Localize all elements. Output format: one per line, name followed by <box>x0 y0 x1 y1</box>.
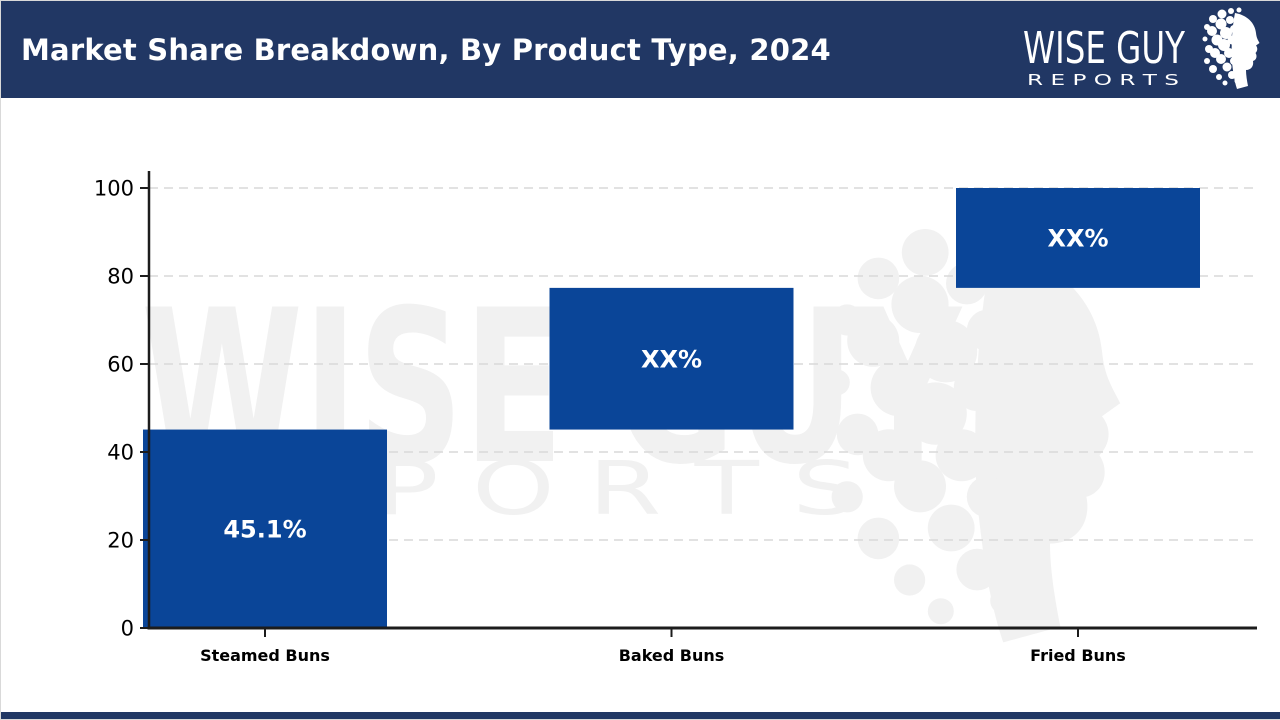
logo-head-icon <box>1202 7 1260 89</box>
logo-subtext: R E P O R T S <box>1027 71 1179 89</box>
y-tick-label-60: 60 <box>107 352 134 376</box>
bar-value-label: XX% <box>641 345 702 373</box>
x-tick-label-baked-buns: Baked Buns <box>619 646 725 665</box>
bar-fried-buns <box>956 188 1200 288</box>
header-band: Market Share Breakdown, By Product Type,… <box>1 1 1280 98</box>
y-tick-label-40: 40 <box>107 440 134 464</box>
y-tick-label-80: 80 <box>107 264 134 288</box>
chart-area: WISE GUY R E P O R T S 45.1%XX% <box>1 98 1280 714</box>
y-tick-label-100: 100 <box>94 176 134 200</box>
y-tick-label-20: 20 <box>107 528 134 552</box>
bar-value-label: 45.1% <box>223 515 306 543</box>
wise-guy-reports-logo: WISE GUY R E P O R T S <box>1023 7 1260 89</box>
y-tick-label-0: 0 <box>121 616 134 640</box>
bar-steamed-buns <box>143 429 387 628</box>
logo-wordmark: WISE GUY <box>1023 23 1185 74</box>
bar-value-label: XX% <box>1047 225 1108 253</box>
bar-baked-buns <box>549 287 794 430</box>
x-tick-label-fried-buns: Fried Buns <box>1030 646 1126 665</box>
waterfall-chart-plot: 45.1% XX% XX% 0 20 40 60 80 100 Steamed Buns Baked… <box>94 171 1257 665</box>
footer-band <box>1 712 1280 719</box>
page-title: Market Share Breakdown, By Product Type,… <box>21 32 831 67</box>
x-tick-label-steamed-buns: Steamed Buns <box>200 646 330 665</box>
